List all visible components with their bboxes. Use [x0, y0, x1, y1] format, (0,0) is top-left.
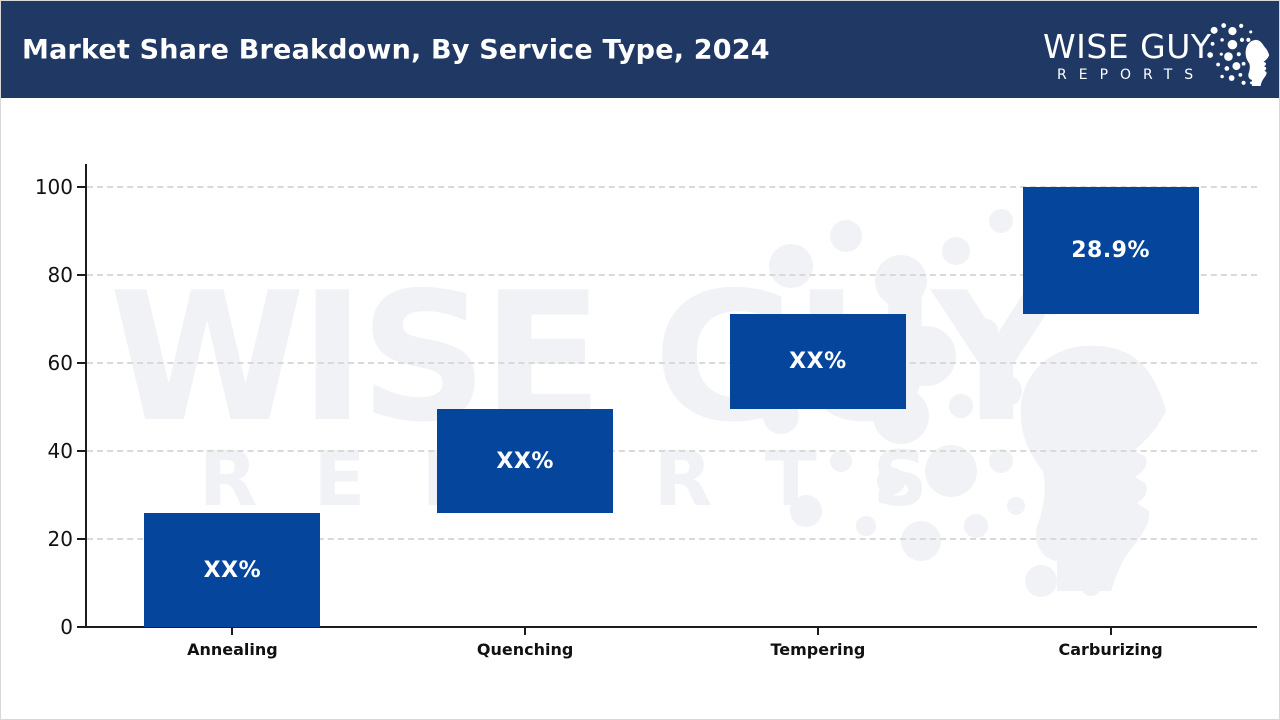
bar-value-label: XX%	[789, 348, 847, 374]
x-tick-annealing	[231, 627, 234, 635]
y-tick-label-40: 40	[47, 439, 73, 463]
y-tick-0	[77, 626, 86, 628]
bar-quenching: XX%	[437, 408, 614, 514]
y-tick-100	[77, 186, 86, 188]
gridline-100	[87, 186, 1257, 188]
x-category-label-tempering: Tempering	[770, 640, 866, 659]
logo-sub-text: REPORTS	[1057, 67, 1206, 83]
y-tick-label-0: 0	[60, 615, 73, 639]
chart-title: Market Share Breakdown, By Service Type,…	[22, 34, 770, 65]
bar-carburizing: 28.9%	[1022, 187, 1199, 315]
bar-tempering: XX%	[729, 314, 906, 409]
bar-annealing: XX%	[144, 513, 321, 627]
y-tick-label-20: 20	[47, 527, 73, 551]
x-tick-quenching	[524, 627, 527, 635]
y-tick-40	[77, 450, 86, 452]
x-category-label-annealing: Annealing	[187, 640, 278, 659]
wise-guy-reports-logo: WISE GUY REPORTS	[1005, 5, 1273, 95]
y-tick-80	[77, 274, 86, 276]
dotted-head-icon	[1207, 23, 1270, 86]
logo-brand-text: WISE GUY	[1043, 27, 1212, 66]
y-tick-label-100: 100	[34, 175, 73, 199]
bar-value-label: XX%	[496, 448, 554, 474]
x-category-label-quenching: Quenching	[476, 640, 574, 659]
bar-value-label: 28.9%	[1071, 238, 1151, 264]
watermark-head-icon	[763, 209, 1166, 597]
gridline-20	[87, 538, 1257, 540]
y-axis-line	[85, 164, 87, 627]
header-band: Market Share Breakdown, By Service Type,…	[1, 1, 1279, 98]
x-tick-carburizing	[1109, 627, 1112, 635]
x-category-label-carburizing: Carburizing	[1058, 640, 1163, 659]
gridline-60	[87, 362, 1257, 364]
gridline-40	[87, 450, 1257, 452]
y-tick-label-60: 60	[47, 351, 73, 375]
x-tick-tempering	[816, 627, 819, 635]
gridline-80	[87, 274, 1257, 276]
y-tick-label-80: 80	[47, 263, 73, 287]
x-axis-line	[85, 626, 1257, 628]
y-tick-20	[77, 538, 86, 540]
y-tick-60	[77, 362, 86, 364]
bar-value-label: XX%	[203, 557, 262, 583]
